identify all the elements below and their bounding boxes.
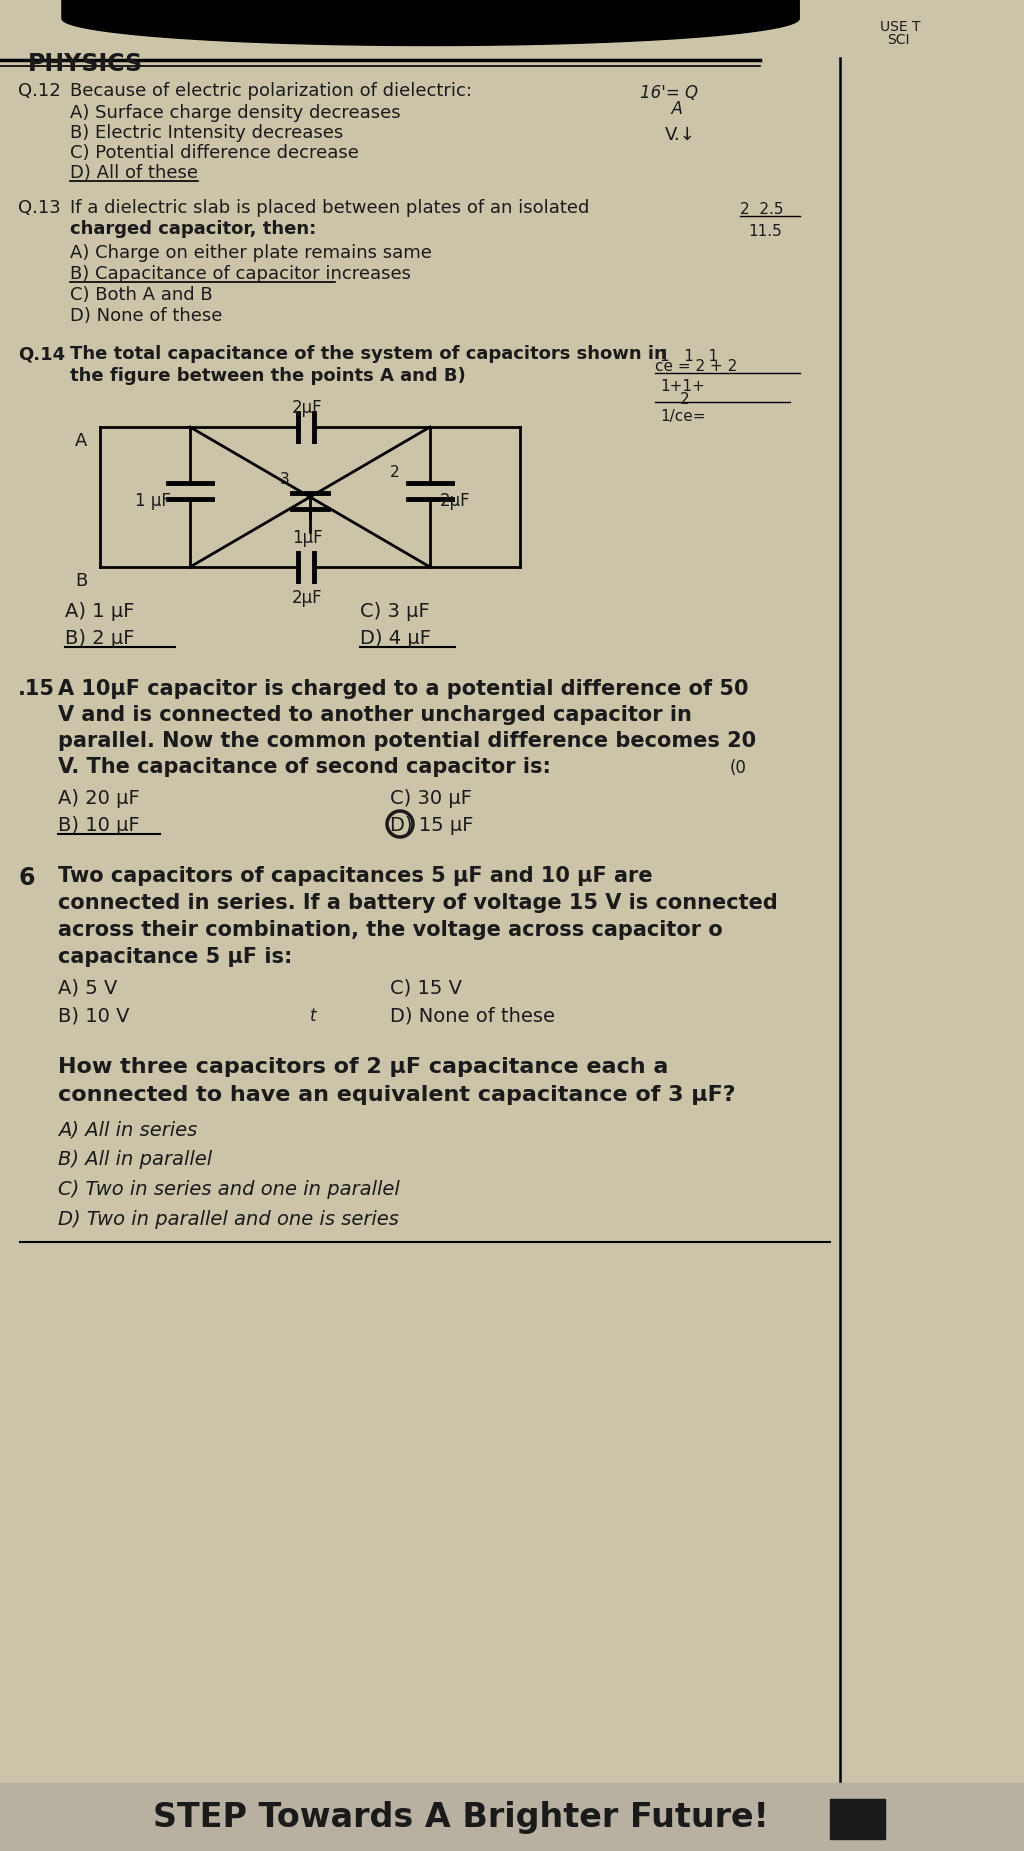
Text: B) Electric Intensity decreases: B) Electric Intensity decreases: [70, 124, 343, 143]
Bar: [830, 1799, 885, 1840]
Text: 1/ce=: 1/ce=: [660, 409, 706, 424]
Text: A 10μF capacitor is charged to a potential difference of 50: A 10μF capacitor is charged to a potenti…: [58, 679, 749, 700]
Text: B: B: [75, 572, 87, 590]
Text: USE T: USE T: [880, 20, 921, 33]
Text: 11.5: 11.5: [748, 224, 781, 239]
Text: 2μF: 2μF: [292, 589, 323, 607]
Text: A) Surface charge density decreases: A) Surface charge density decreases: [70, 104, 400, 122]
Text: C) Potential difference decrease: C) Potential difference decrease: [70, 144, 358, 163]
Text: SCI: SCI: [887, 33, 909, 46]
Text: Q.13: Q.13: [18, 200, 60, 217]
Text: A: A: [640, 100, 683, 118]
Text: 1+1+: 1+1+: [660, 379, 705, 394]
Text: 3: 3: [280, 472, 290, 487]
Text: Two capacitors of capacitances 5 μF and 10 μF are: Two capacitors of capacitances 5 μF and …: [58, 866, 652, 887]
Text: PHYSICS: PHYSICS: [28, 52, 143, 76]
Text: A: A: [75, 431, 87, 450]
Text: Because of electric polarization of dielectric:: Because of electric polarization of diel…: [70, 81, 472, 100]
Text: V and is connected to another uncharged capacitor in: V and is connected to another uncharged …: [58, 705, 692, 726]
Text: 2: 2: [390, 465, 399, 479]
Text: A) 1 μF: A) 1 μF: [65, 602, 134, 620]
Text: charged capacitor, then:: charged capacitor, then:: [70, 220, 316, 239]
Text: A) Charge on either plate remains same: A) Charge on either plate remains same: [70, 244, 432, 263]
Text: How three capacitors of 2 μF capacitance each a: How three capacitors of 2 μF capacitance…: [58, 1057, 669, 1077]
Text: the figure between the points A and B): the figure between the points A and B): [70, 366, 466, 385]
Text: parallel. Now the common potential difference becomes 20: parallel. Now the common potential diffe…: [58, 731, 756, 752]
Text: D) All of these: D) All of these: [70, 165, 198, 181]
Text: t: t: [310, 1007, 316, 1025]
Text: C) 3 μF: C) 3 μF: [360, 602, 430, 620]
Text: B) 2 μF: B) 2 μF: [65, 629, 134, 648]
Text: connected to have an equivalent capacitance of 3 μF?: connected to have an equivalent capacita…: [58, 1085, 735, 1105]
Text: 2: 2: [680, 392, 689, 407]
Text: The total capacitance of the system of capacitors shown in: The total capacitance of the system of c…: [70, 344, 667, 363]
Text: 1μF: 1μF: [292, 529, 323, 548]
Text: connected in series. If a battery of voltage 15 V is connected: connected in series. If a battery of vol…: [58, 892, 778, 913]
Text: D) 4 μF: D) 4 μF: [360, 629, 431, 648]
Text: Q.12: Q.12: [18, 81, 60, 100]
Text: B) 10 V: B) 10 V: [58, 1007, 129, 1025]
Text: 16'= Q: 16'= Q: [640, 83, 698, 102]
Text: 2μF: 2μF: [440, 492, 471, 511]
Text: 2μF: 2μF: [292, 400, 323, 416]
Text: C) 15 V: C) 15 V: [390, 979, 462, 998]
Text: capacitance 5 μF is:: capacitance 5 μF is:: [58, 948, 293, 966]
Text: D) 15 μF: D) 15 μF: [390, 816, 473, 835]
Text: If a dielectric slab is placed between plates of an isolated: If a dielectric slab is placed between p…: [70, 200, 590, 217]
Text: ce = 2 + 2: ce = 2 + 2: [655, 359, 737, 374]
Text: 6: 6: [18, 866, 35, 890]
Text: V.↓: V.↓: [665, 126, 696, 144]
Text: A) 20 μF: A) 20 μF: [58, 789, 139, 809]
Text: C) 30 μF: C) 30 μF: [390, 789, 472, 809]
Text: B) All in parallel: B) All in parallel: [58, 1149, 212, 1170]
Text: (0: (0: [730, 759, 746, 777]
Text: 1 μF: 1 μF: [135, 492, 171, 511]
Text: C) Both A and B: C) Both A and B: [70, 287, 213, 304]
Text: STEP Towards A Brighter Future!: STEP Towards A Brighter Future!: [153, 1801, 769, 1834]
Text: 2  2.5: 2 2.5: [740, 202, 783, 217]
Text: Q.14: Q.14: [18, 344, 66, 363]
Text: .15: .15: [18, 679, 55, 700]
Text: B) Capacitance of capacitor increases: B) Capacitance of capacitor increases: [70, 265, 411, 283]
Text: A) 5 V: A) 5 V: [58, 979, 118, 998]
Text: C) Two in series and one in parallel: C) Two in series and one in parallel: [58, 1179, 399, 1199]
Bar: [0, 1783, 1024, 1851]
Text: D) None of these: D) None of these: [70, 307, 222, 326]
Text: B) 10 μF: B) 10 μF: [58, 816, 139, 835]
Text: D) Two in parallel and one is series: D) Two in parallel and one is series: [58, 1211, 399, 1229]
Text: A) All in series: A) All in series: [58, 1120, 198, 1138]
Text: across their combination, the voltage across capacitor o: across their combination, the voltage ac…: [58, 920, 723, 940]
Text: D) None of these: D) None of these: [390, 1007, 555, 1025]
Text: 1   1   1: 1 1 1: [660, 350, 718, 365]
Text: V. The capacitance of second capacitor is:: V. The capacitance of second capacitor i…: [58, 757, 551, 777]
